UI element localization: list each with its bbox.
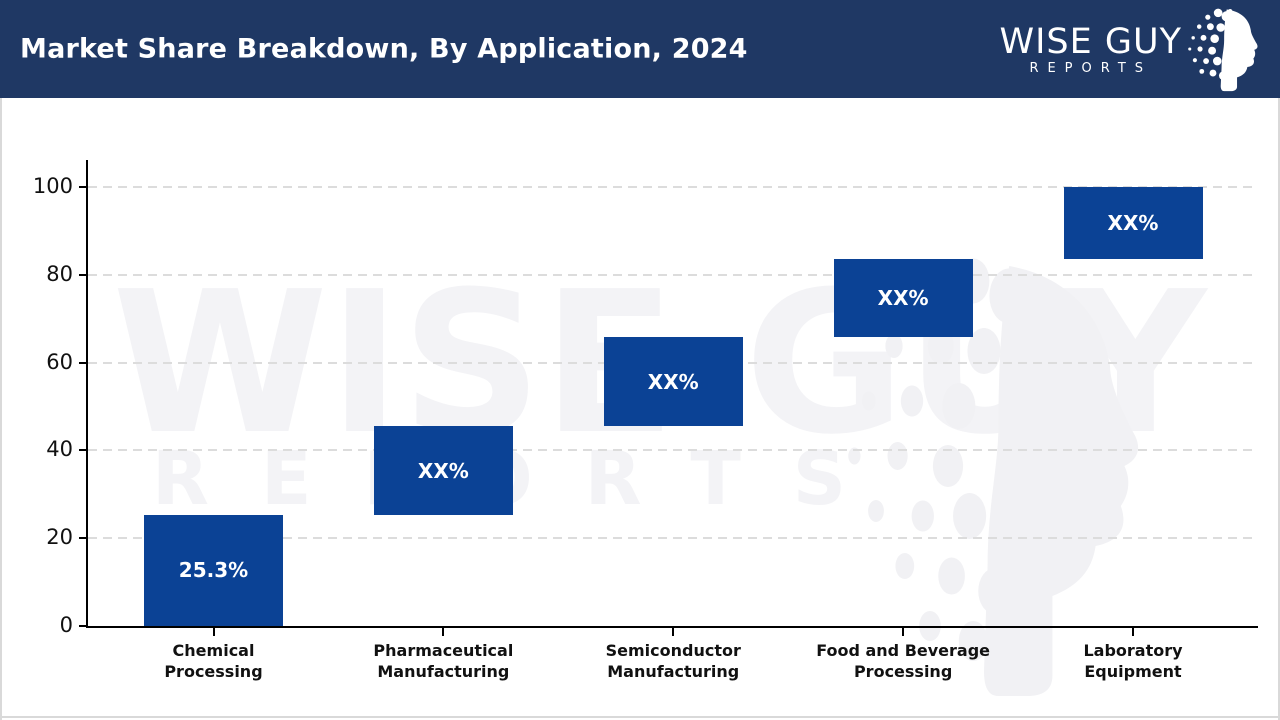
brand-name: WISE GUY (999, 22, 1182, 62)
bar-value-label: XX% (647, 369, 699, 394)
header-bar: Market Share Breakdown, By Application, … (0, 0, 1280, 98)
y-tick-mark (79, 449, 87, 452)
x-tick-mark (1132, 628, 1134, 636)
brand-face-icon (1188, 8, 1258, 92)
brand-subname: REPORTS (1029, 61, 1153, 76)
y-tick-mark (79, 625, 87, 627)
watermark-subtext: REPORTS (152, 436, 899, 522)
bottom-border (2, 716, 1278, 718)
x-tick-mark (902, 628, 905, 636)
y-tick-label: 40 (46, 437, 73, 462)
bar-segment (833, 258, 973, 338)
x-category-label: Laboratory Equipment (1083, 641, 1183, 681)
page-title: Market Share Breakdown, By Application, … (20, 33, 748, 65)
y-tick-label: 100 (32, 174, 73, 198)
x-axis-line (86, 626, 1258, 628)
bar-segment (144, 514, 283, 626)
y-tick-label: 60 (46, 349, 73, 374)
watermark-face-icon (848, 258, 1139, 696)
x-tick-mark (212, 628, 215, 636)
y-gridline (88, 449, 1258, 452)
y-tick-mark (79, 361, 87, 364)
y-gridline (88, 537, 1258, 540)
y-gridline (88, 273, 1258, 276)
y-tick-label: 20 (46, 525, 73, 550)
bar-value-label: XX% (877, 286, 929, 311)
brand-logo-text: WISE GUY REPORTS (999, 24, 1182, 76)
x-tick-mark (672, 628, 675, 636)
x-tick-mark (442, 628, 445, 636)
chart-area: WISE GUY REPORTS 02040608010025.3%Chemic… (0, 98, 1280, 720)
bar-segment (603, 337, 743, 427)
y-axis-line (86, 160, 88, 628)
x-category-label: Pharmaceutical Manufacturing (373, 641, 514, 681)
brand-logo: WISE GUY REPORTS (999, 0, 1270, 98)
y-tick-mark (79, 537, 87, 540)
bar-segment (1063, 187, 1203, 259)
y-tick-mark (79, 186, 87, 188)
x-category-label: Chemical Processing (164, 641, 263, 681)
bar-segment (373, 426, 513, 515)
x-category-label: Semiconductor Manufacturing (605, 641, 741, 681)
y-tick-label: 0 (59, 613, 73, 637)
x-category-label: Food and Beverage Processing (816, 641, 991, 681)
y-gridline (88, 186, 1258, 188)
bar-value-label: XX% (417, 458, 469, 483)
y-tick-mark (79, 273, 87, 276)
bar-value-label: XX% (1107, 210, 1159, 235)
bar-value-label: 25.3% (178, 558, 249, 583)
y-tick-label: 80 (46, 261, 73, 286)
